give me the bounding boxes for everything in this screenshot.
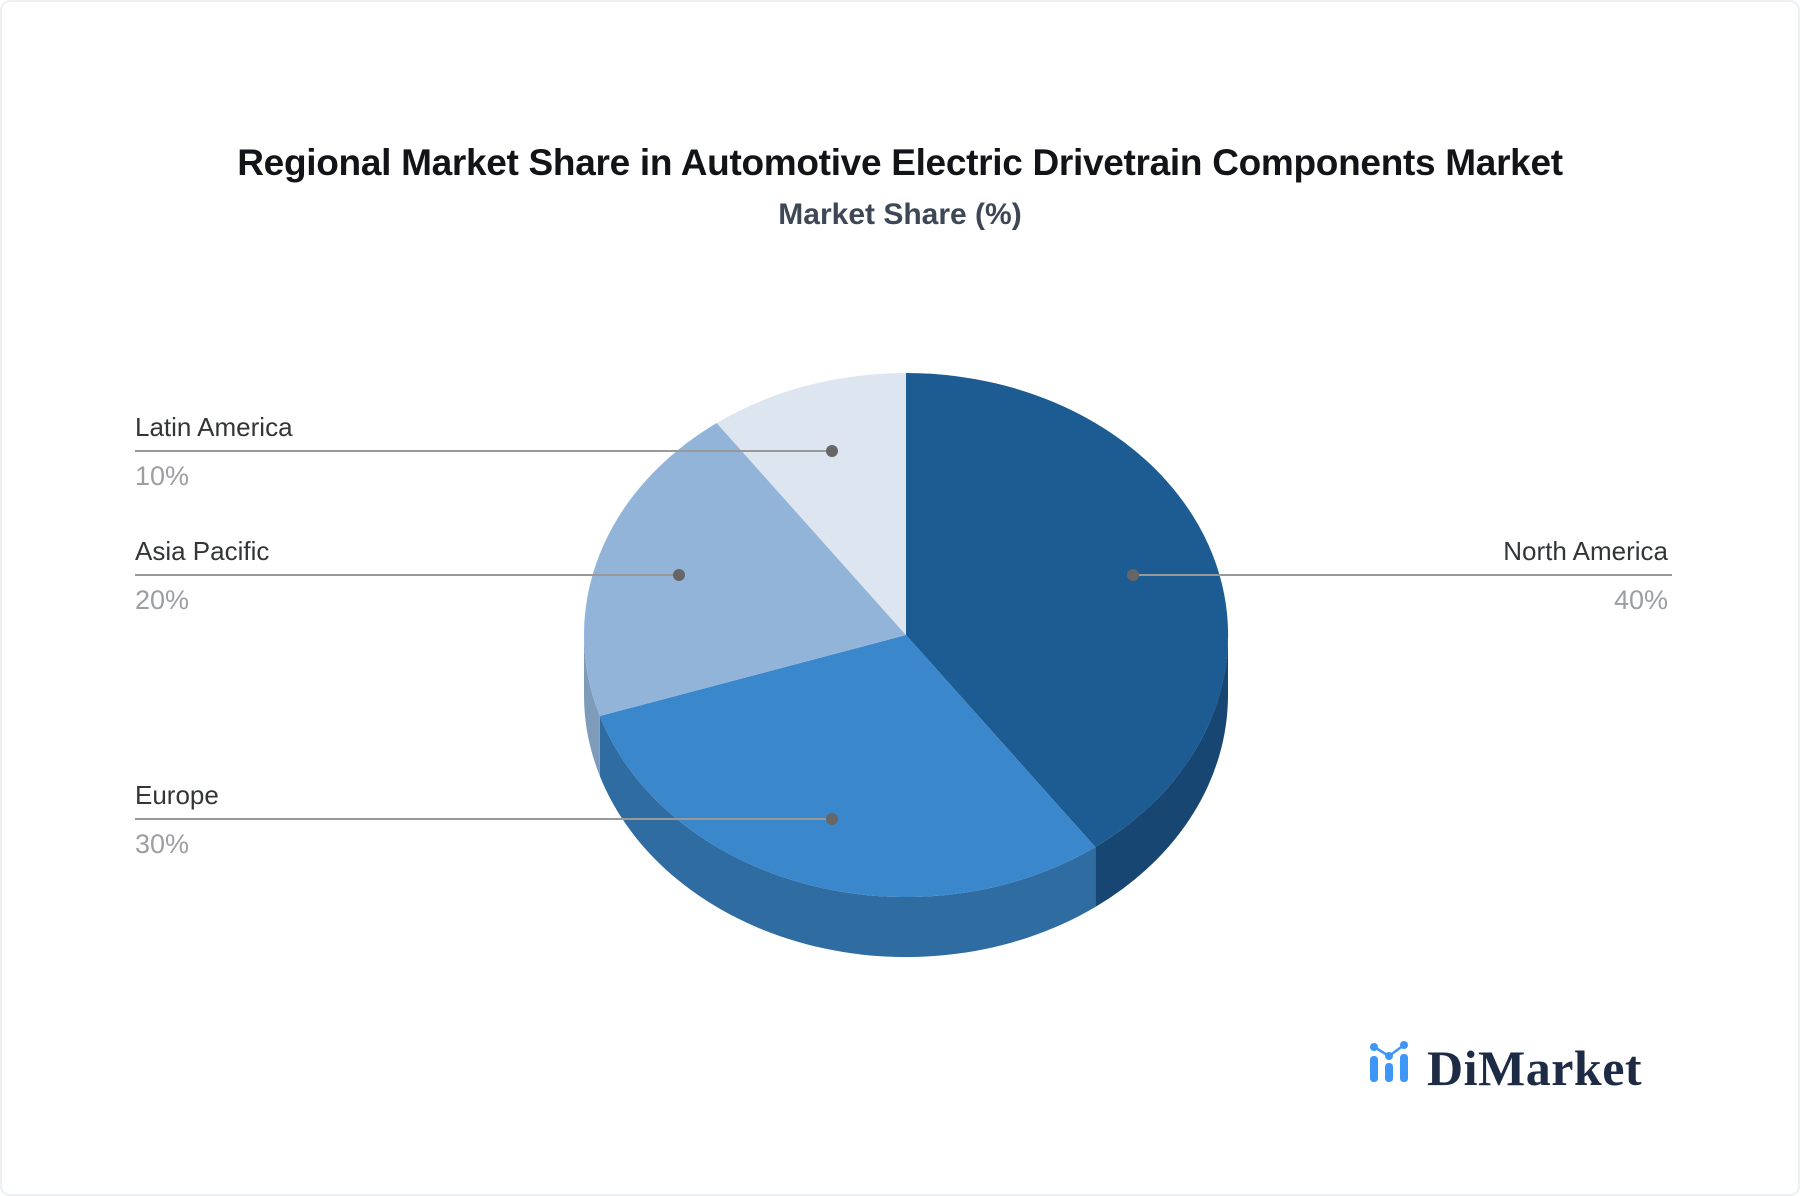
callout-dot-north-america bbox=[1127, 569, 1139, 581]
pie-slice-europe[interactable] bbox=[599, 635, 1096, 898]
callout-label-latin-america: Latin America bbox=[135, 412, 293, 442]
pie-slice-latin-america[interactable] bbox=[716, 373, 906, 635]
callout-value-north-america: 40% bbox=[1613, 585, 1668, 615]
callout-dot-latin-america bbox=[826, 445, 838, 457]
pie-slice-north-america[interactable] bbox=[906, 373, 1229, 847]
callout-value-europe: 30% bbox=[135, 829, 190, 859]
chart-title: Regional Market Share in Automotive Elec… bbox=[237, 142, 1563, 183]
chart-subtitle: Market Share (%) bbox=[778, 198, 1022, 231]
pie-slice-asia-pacific[interactable] bbox=[584, 423, 906, 716]
bar-line-chart-icon bbox=[1370, 1041, 1408, 1082]
callout-label-europe: Europe bbox=[135, 780, 219, 810]
brand-logo-text: DiMarket bbox=[1427, 1040, 1643, 1096]
callout-dot-europe bbox=[826, 813, 838, 825]
callout-dot-asia-pacific bbox=[673, 569, 685, 581]
brand-logo: DiMarket bbox=[1368, 1040, 1642, 1093]
callout-value-latin-america: 10% bbox=[135, 461, 190, 491]
callout-label-asia-pacific: Asia Pacific bbox=[135, 536, 270, 566]
pie-slice-side-europe bbox=[599, 716, 1096, 958]
callout-value-asia-pacific: 20% bbox=[135, 585, 190, 615]
pie-slice-side-north-america bbox=[1095, 635, 1229, 907]
pie-slice-side-asia-pacific bbox=[584, 635, 600, 776]
callout-label-north-america: North America bbox=[1503, 536, 1668, 566]
